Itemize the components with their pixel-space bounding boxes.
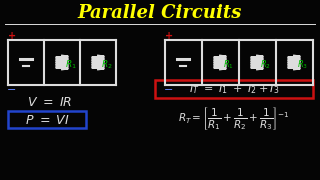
Text: −: − xyxy=(7,85,17,95)
Text: $R_1$: $R_1$ xyxy=(223,58,234,71)
Bar xyxy=(155,80,313,98)
Text: $R_2$: $R_2$ xyxy=(260,58,271,71)
Text: $I_T\ =\ I_1\ +\ I_2 + I_3$: $I_T\ =\ I_1\ +\ I_2 + I_3$ xyxy=(189,82,279,96)
Bar xyxy=(8,111,86,128)
Text: $R_1$: $R_1$ xyxy=(65,58,77,71)
Text: $R_3$: $R_3$ xyxy=(297,58,308,71)
Text: $R_T = \left[\dfrac{1}{R_1} + \dfrac{1}{R_2} + \dfrac{1}{R_3}\right]^{-1}$: $R_T = \left[\dfrac{1}{R_1} + \dfrac{1}{… xyxy=(178,105,290,132)
Text: −: − xyxy=(164,85,174,95)
Text: $R_2$: $R_2$ xyxy=(101,58,113,71)
Text: +: + xyxy=(165,31,173,41)
Text: +: + xyxy=(8,31,16,41)
Text: $P\ =\ V I$: $P\ =\ V I$ xyxy=(25,114,69,127)
Text: Parallel Circuits: Parallel Circuits xyxy=(78,4,242,22)
Text: $V\ =\ IR$: $V\ =\ IR$ xyxy=(28,96,73,109)
